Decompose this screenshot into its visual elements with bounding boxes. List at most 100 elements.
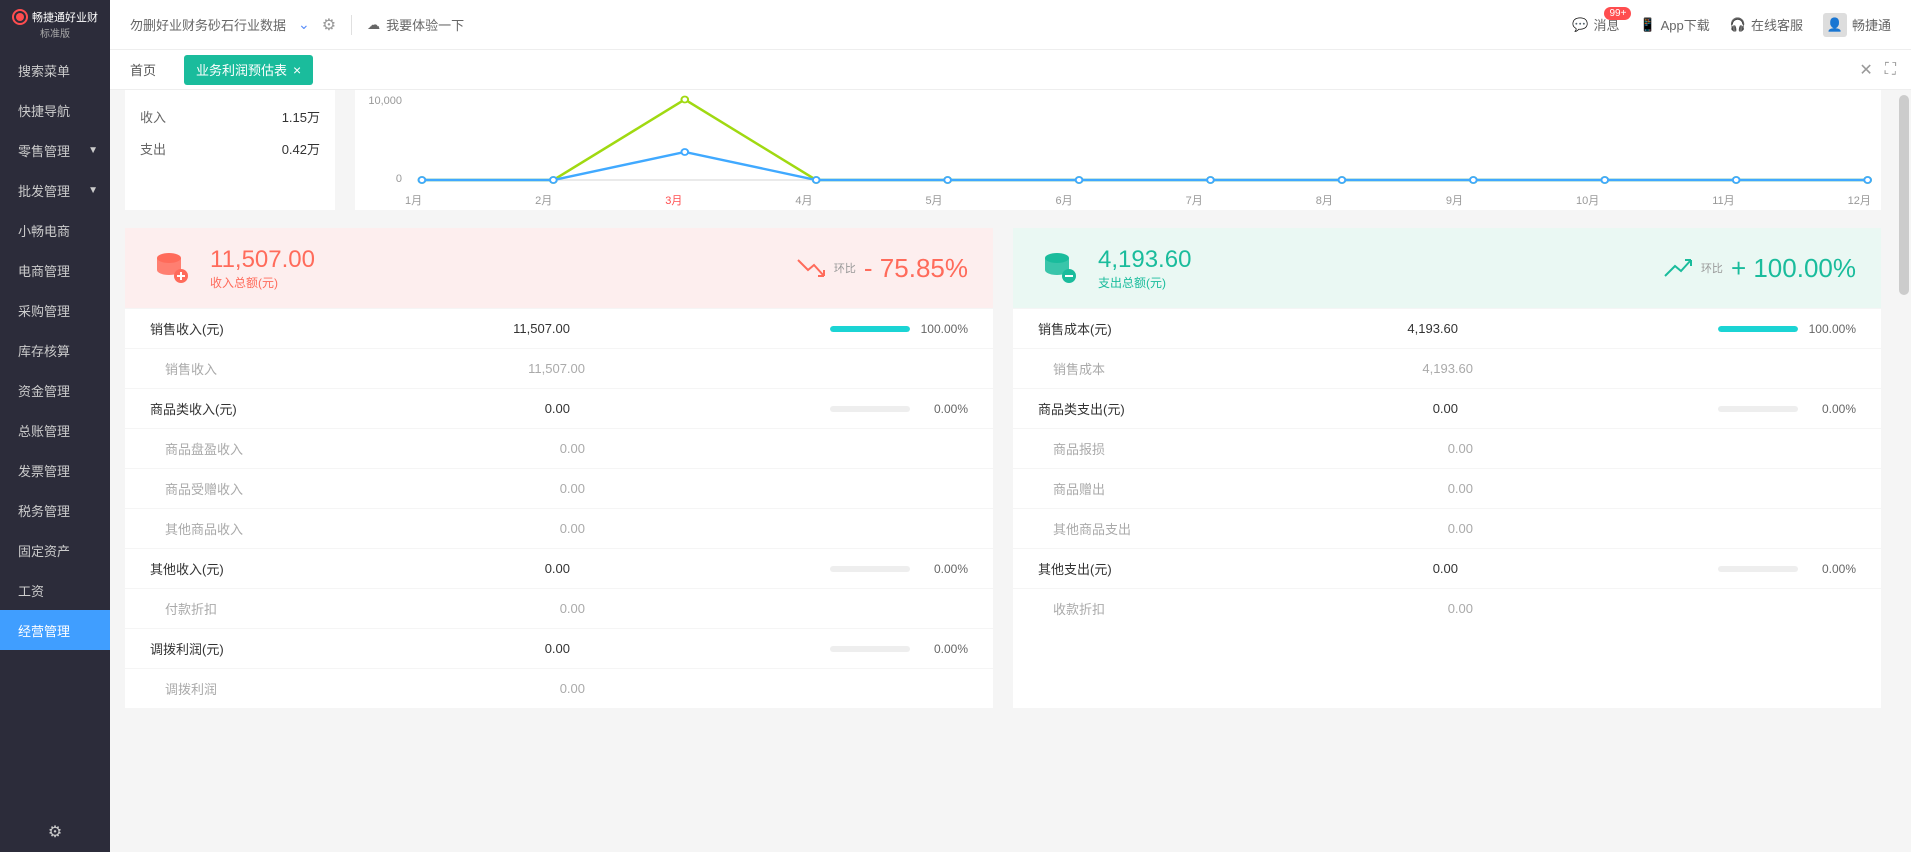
row-value: 0.00 xyxy=(405,521,585,536)
x-label: 6月 xyxy=(1056,192,1073,208)
sidebar-item-11[interactable]: 税务管理 xyxy=(0,490,110,530)
expense-total-amount: 4,193.60 xyxy=(1098,246,1191,274)
close-all-icon[interactable]: ✕ xyxy=(1859,60,1872,80)
trend-down-icon xyxy=(796,256,826,280)
service-label: 在线客服 xyxy=(1751,15,1803,34)
sidebar-item-3[interactable]: 批发管理 ▼ xyxy=(0,170,110,210)
sidebar-item-4[interactable]: 小畅电商 xyxy=(0,210,110,250)
income-total-amount: 11,507.00 xyxy=(210,246,315,274)
sidebar: 搜索菜单快捷导航零售管理▼ 批发管理 ▼ 小畅电商电商管理采购管理库存核算资金管理总账… xyxy=(0,50,110,852)
org-selector[interactable]: 勿删好业财务砂石行业数据 ⌄ xyxy=(130,15,310,34)
row-value: 4,193.60 xyxy=(1278,321,1458,336)
row-label: 付款折扣 xyxy=(165,599,405,618)
online-service-button[interactable]: 🎧 在线客服 xyxy=(1730,15,1803,34)
caret-down-icon: ▼ xyxy=(88,185,98,196)
user-menu[interactable]: 👤 畅捷通 xyxy=(1823,13,1891,37)
row-percent: 0.00% xyxy=(918,642,968,656)
x-label: 2月 xyxy=(535,192,552,208)
income-row: 付款折扣0.00 xyxy=(125,588,993,628)
sidebar-item-label: 税务管理 xyxy=(18,501,70,520)
avatar-icon: 👤 xyxy=(1823,13,1847,37)
income-change: - 75.85% xyxy=(864,253,968,284)
sidebar-item-6[interactable]: 采购管理 xyxy=(0,290,110,330)
org-name: 勿删好业财务砂石行业数据 xyxy=(130,15,286,34)
tabs-bar: 首页 业务利润预估表 × ✕ ⛶ xyxy=(110,50,1911,90)
top-header: 畅捷通好业财 标准版 勿删好业财务砂石行业数据 ⌄ ⚙ ☁ 我要体验一下 💬 消… xyxy=(0,0,1911,50)
line-chart[interactable]: 10,000 0 1月2月3月4月5月6月7月8月9月10月11月12月 xyxy=(355,90,1881,210)
sidebar-item-8[interactable]: 资金管理 xyxy=(0,370,110,410)
sidebar-item-label: 资金管理 xyxy=(18,381,70,400)
row-percent: 0.00% xyxy=(1806,402,1856,416)
app-label: App下载 xyxy=(1661,15,1710,34)
scrollbar[interactable] xyxy=(1899,95,1909,295)
sidebar-item-label: 批发管理 xyxy=(18,181,70,200)
progress-bar xyxy=(1718,566,1798,572)
gear-icon[interactable]: ⚙ xyxy=(322,15,336,35)
row-label: 其他商品收入 xyxy=(165,519,405,538)
progress-bar xyxy=(830,566,910,572)
fullscreen-icon[interactable]: ⛶ xyxy=(1885,61,1896,79)
row-value: 11,507.00 xyxy=(405,361,585,376)
x-label: 8月 xyxy=(1316,192,1333,208)
sidebar-item-5[interactable]: 电商管理 xyxy=(0,250,110,290)
row-value: 0.00 xyxy=(390,561,570,576)
sidebar-item-label: 发票管理 xyxy=(18,461,70,480)
expense-row: 销售成本(元)4,193.60100.00% xyxy=(1013,308,1881,348)
x-label: 5月 xyxy=(925,192,942,208)
row-percent: 0.00% xyxy=(1806,562,1856,576)
row-value: 0.00 xyxy=(405,441,585,456)
income-row: 其他收入(元)0.000.00% xyxy=(125,548,993,588)
tab-home[interactable]: 首页 xyxy=(110,50,176,90)
sidebar-item-1[interactable]: 快捷导航 xyxy=(0,90,110,130)
sidebar-item-label: 经营管理 xyxy=(18,621,70,640)
brand-name: 畅捷通好业财 xyxy=(32,9,98,25)
x-label: 4月 xyxy=(795,192,812,208)
tab-close-icon[interactable]: × xyxy=(293,62,301,78)
expense-row: 商品报损0.00 xyxy=(1013,428,1881,468)
messages-button[interactable]: 💬 消息 99+ xyxy=(1572,15,1619,34)
row-label: 调拨利润(元) xyxy=(150,639,390,658)
sidebar-settings-icon[interactable]: ⚙ xyxy=(0,812,110,852)
progress-bar xyxy=(830,406,910,412)
row-value: 0.00 xyxy=(405,601,585,616)
sidebar-item-0[interactable]: 搜索菜单 xyxy=(0,50,110,90)
tab-profit-estimate[interactable]: 业务利润预估表 × xyxy=(184,55,313,85)
app-download-button[interactable]: 📱 App下载 xyxy=(1639,15,1709,34)
row-percent: 0.00% xyxy=(918,562,968,576)
expense-total-sub: 支出总额(元) xyxy=(1098,274,1191,291)
sidebar-item-10[interactable]: 发票管理 xyxy=(0,450,110,490)
income-value: 1.15万 xyxy=(282,107,320,126)
sidebar-item-label: 零售管理 xyxy=(18,141,70,160)
mini-stats: 收入 1.15万 支出 0.42万 xyxy=(125,90,335,210)
row-label: 收款折扣 xyxy=(1053,599,1293,618)
expense-panel-header: 4,193.60 支出总额(元) 环比 + 100.00% xyxy=(1013,228,1881,308)
logo-icon xyxy=(12,9,28,25)
x-label: 12月 xyxy=(1848,192,1871,208)
sidebar-item-13[interactable]: 工资 xyxy=(0,570,110,610)
try-label: 我要体验一下 xyxy=(386,15,464,34)
sidebar-item-2[interactable]: 零售管理▼ xyxy=(0,130,110,170)
trend-up-icon xyxy=(1663,256,1693,280)
x-label: 9月 xyxy=(1446,192,1463,208)
sidebar-item-12[interactable]: 固定资产 xyxy=(0,530,110,570)
sidebar-item-label: 固定资产 xyxy=(18,541,70,560)
row-label: 商品赠出 xyxy=(1053,479,1293,498)
sidebar-item-label: 采购管理 xyxy=(18,301,70,320)
y-tick: 0 xyxy=(360,173,402,185)
progress-bar xyxy=(830,326,910,332)
sidebar-item-7[interactable]: 库存核算 xyxy=(0,330,110,370)
try-button[interactable]: ☁ 我要体验一下 xyxy=(367,15,464,34)
progress-bar xyxy=(830,646,910,652)
sidebar-item-9[interactable]: 总账管理 xyxy=(0,410,110,450)
row-value: 0.00 xyxy=(390,401,570,416)
row-value: 4,193.60 xyxy=(1293,361,1473,376)
x-label: 7月 xyxy=(1186,192,1203,208)
row-label: 商品盘盈收入 xyxy=(165,439,405,458)
row-label: 销售成本(元) xyxy=(1038,319,1278,338)
income-row: 商品盘盈收入0.00 xyxy=(125,428,993,468)
row-label: 其他支出(元) xyxy=(1038,559,1278,578)
row-label: 销售收入(元) xyxy=(150,319,390,338)
sidebar-item-label: 快捷导航 xyxy=(18,101,70,120)
sidebar-item-label: 电商管理 xyxy=(18,261,70,280)
sidebar-item-14[interactable]: 经营管理 xyxy=(0,610,110,650)
